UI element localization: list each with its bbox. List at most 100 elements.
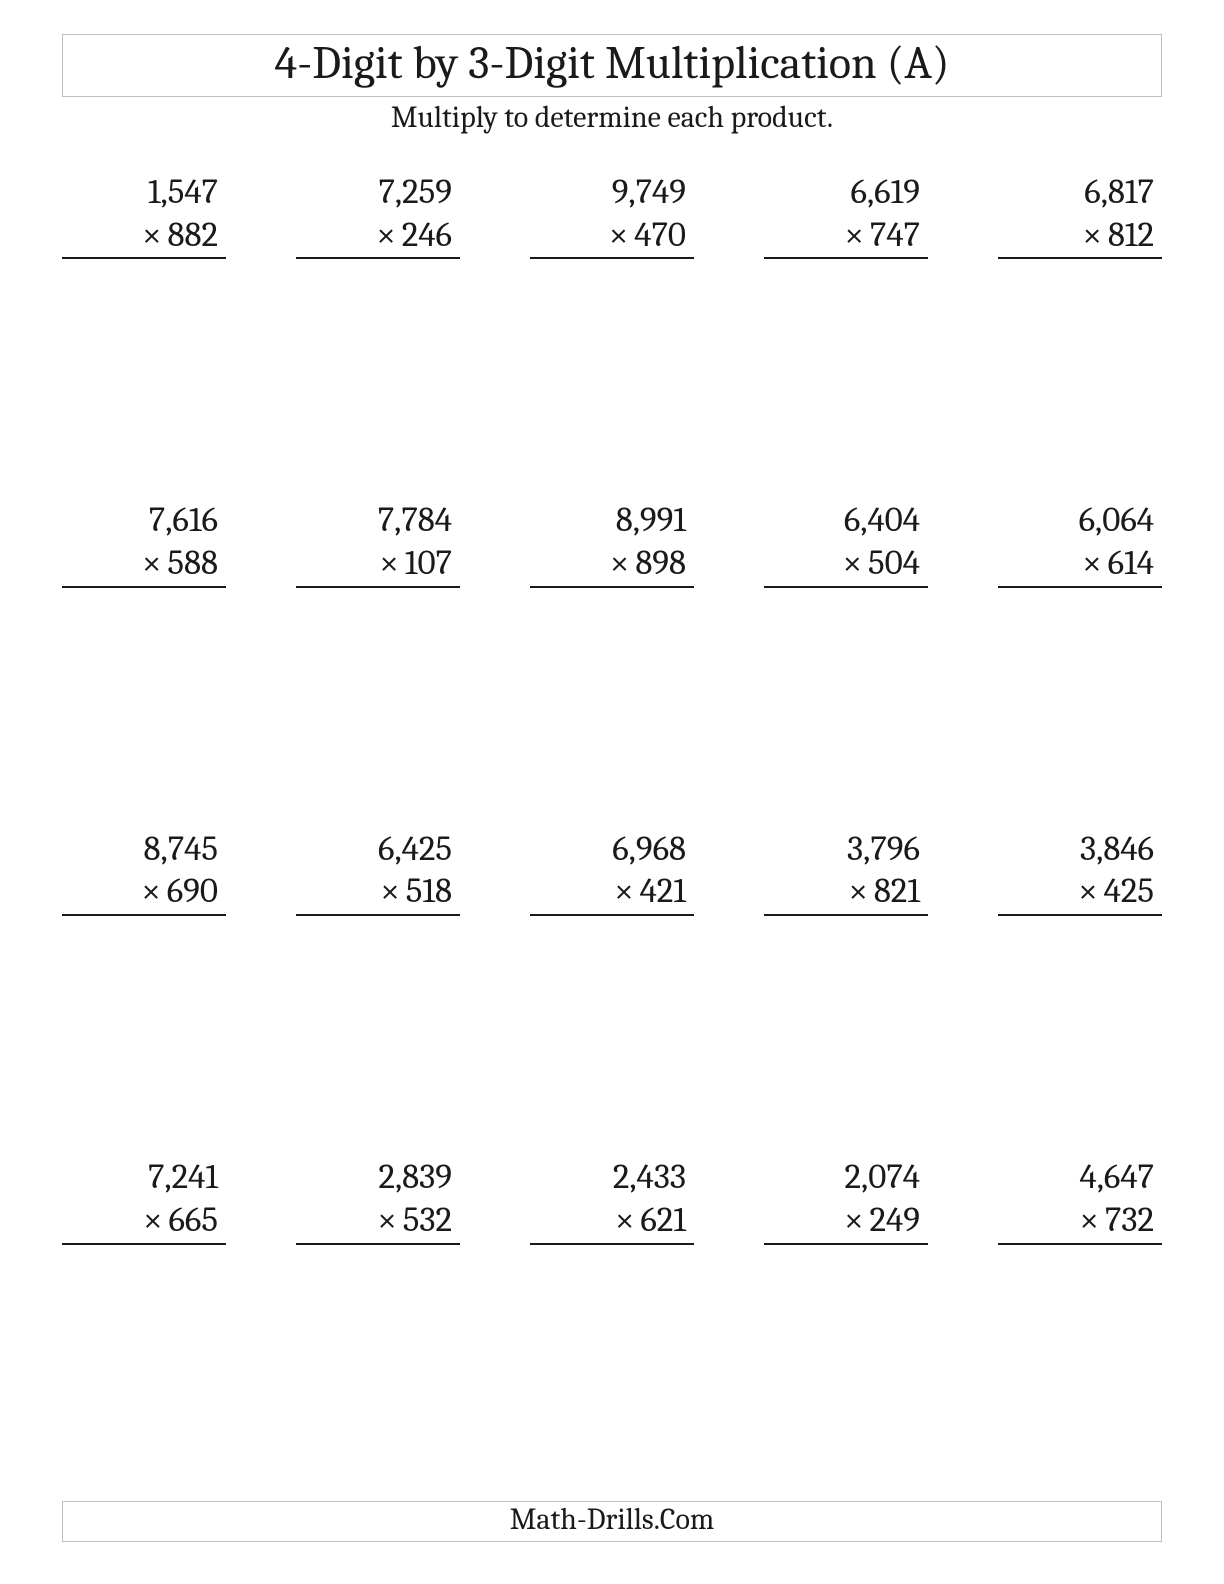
multiplicand: 2,433 xyxy=(530,1156,694,1199)
multiplier: 747 xyxy=(870,214,920,255)
times-symbol: × xyxy=(376,214,395,255)
multiplier-row: ×107 xyxy=(296,542,460,588)
multiplicand: 6,404 xyxy=(764,499,928,542)
multiplier-row: ×249 xyxy=(764,1199,928,1245)
problem: 2,074×249 xyxy=(764,1156,928,1244)
multiplicand: 6,425 xyxy=(296,828,460,871)
times-symbol: × xyxy=(142,542,161,583)
problems-grid: 1,547×8827,259×2469,749×4706,619×7476,81… xyxy=(62,171,1162,1245)
multiplier: 532 xyxy=(403,1199,452,1240)
times-symbol: × xyxy=(143,1199,162,1240)
multiplier-row: ×421 xyxy=(530,870,694,916)
problem: 6,817×812 xyxy=(998,171,1162,259)
multiplier-row: ×246 xyxy=(296,214,460,260)
problem: 7,259×246 xyxy=(296,171,460,259)
times-symbol: × xyxy=(379,542,398,583)
footer-text: Math-Drills.Com xyxy=(510,1502,714,1537)
times-symbol: × xyxy=(843,542,862,583)
times-symbol: × xyxy=(610,542,629,583)
problem: 7,616×588 xyxy=(62,499,226,587)
multiplicand: 7,259 xyxy=(296,171,460,214)
multiplier-row: ×532 xyxy=(296,1199,460,1245)
multiplier-row: ×470 xyxy=(530,214,694,260)
problem: 6,404×504 xyxy=(764,499,928,587)
multiplier: 246 xyxy=(402,214,452,255)
multiplier: 470 xyxy=(634,214,686,255)
title-box: 4-Digit by 3-Digit Multiplication (A) xyxy=(62,34,1162,97)
times-symbol: × xyxy=(1082,214,1101,255)
times-symbol: × xyxy=(1080,1199,1099,1240)
multiplier-row: ×732 xyxy=(998,1199,1162,1245)
problem: 6,619×747 xyxy=(764,171,928,259)
problem: 3,846×425 xyxy=(998,828,1162,916)
worksheet-page: 4-Digit by 3-Digit Multiplication (A) Mu… xyxy=(0,0,1224,1584)
multiplicand: 2,074 xyxy=(764,1156,928,1199)
multiplicand: 7,784 xyxy=(296,499,460,542)
multiplicand: 6,619 xyxy=(764,171,928,214)
times-symbol: × xyxy=(609,214,628,255)
multiplier-row: ×425 xyxy=(998,870,1162,916)
multiplier-row: ×821 xyxy=(764,870,928,916)
problem: 1,547×882 xyxy=(62,171,226,259)
times-symbol: × xyxy=(844,1199,863,1240)
multiplier-row: ×518 xyxy=(296,870,460,916)
multiplier: 732 xyxy=(1105,1199,1154,1240)
multiplicand: 6,968 xyxy=(530,828,694,871)
problem: 9,749×470 xyxy=(530,171,694,259)
instruction-text: Multiply to determine each product. xyxy=(62,100,1162,135)
multiplier: 614 xyxy=(1108,542,1154,583)
multiplicand: 4,647 xyxy=(998,1156,1162,1199)
multiplicand: 7,241 xyxy=(62,1156,226,1199)
times-symbol: × xyxy=(377,1199,396,1240)
times-symbol: × xyxy=(844,214,863,255)
page-title: 4-Digit by 3-Digit Multiplication (A) xyxy=(275,37,950,90)
multiplier: 821 xyxy=(874,870,920,911)
multiplicand: 8,745 xyxy=(62,828,226,871)
problem: 7,784×107 xyxy=(296,499,460,587)
multiplier: 665 xyxy=(168,1199,218,1240)
multiplier: 882 xyxy=(168,214,218,255)
multiplier: 812 xyxy=(1108,214,1154,255)
problem: 6,968×421 xyxy=(530,828,694,916)
times-symbol: × xyxy=(380,870,399,911)
problem: 2,839×532 xyxy=(296,1156,460,1244)
multiplier-row: ×588 xyxy=(62,542,226,588)
multiplier: 518 xyxy=(406,870,452,911)
multiplier: 898 xyxy=(635,542,686,583)
multiplicand: 9,749 xyxy=(530,171,694,214)
problem: 2,433×621 xyxy=(530,1156,694,1244)
multiplier: 249 xyxy=(870,1199,920,1240)
times-symbol: × xyxy=(848,870,867,911)
multiplier: 690 xyxy=(167,870,218,911)
multiplicand: 2,839 xyxy=(296,1156,460,1199)
multiplicand: 3,796 xyxy=(764,828,928,871)
multiplier: 107 xyxy=(405,542,452,583)
multiplicand: 3,846 xyxy=(998,828,1162,871)
multiplier-row: ×690 xyxy=(62,870,226,916)
multiplier-row: ×882 xyxy=(62,214,226,260)
multiplier-row: ×614 xyxy=(998,542,1162,588)
problem: 8,991×898 xyxy=(530,499,694,587)
times-symbol: × xyxy=(1078,870,1097,911)
problem: 6,425×518 xyxy=(296,828,460,916)
multiplier-row: ×898 xyxy=(530,542,694,588)
multiplier: 421 xyxy=(640,870,686,911)
problem: 8,745×690 xyxy=(62,828,226,916)
multiplicand: 6,817 xyxy=(998,171,1162,214)
footer-box: Math-Drills.Com xyxy=(62,1501,1162,1542)
multiplicand: 8,991 xyxy=(530,499,694,542)
problem: 3,796×821 xyxy=(764,828,928,916)
problem: 7,241×665 xyxy=(62,1156,226,1244)
multiplier: 425 xyxy=(1104,870,1154,911)
times-symbol: × xyxy=(1082,542,1101,583)
multiplicand: 1,547 xyxy=(62,171,226,214)
multiplier-row: ×621 xyxy=(530,1199,694,1245)
multiplier-row: ×812 xyxy=(998,214,1162,260)
multiplicand: 7,616 xyxy=(62,499,226,542)
multiplier-row: ×747 xyxy=(764,214,928,260)
times-symbol: × xyxy=(141,870,160,911)
multiplier-row: ×665 xyxy=(62,1199,226,1245)
times-symbol: × xyxy=(142,214,161,255)
problem: 6,064×614 xyxy=(998,499,1162,587)
problem: 4,647×732 xyxy=(998,1156,1162,1244)
